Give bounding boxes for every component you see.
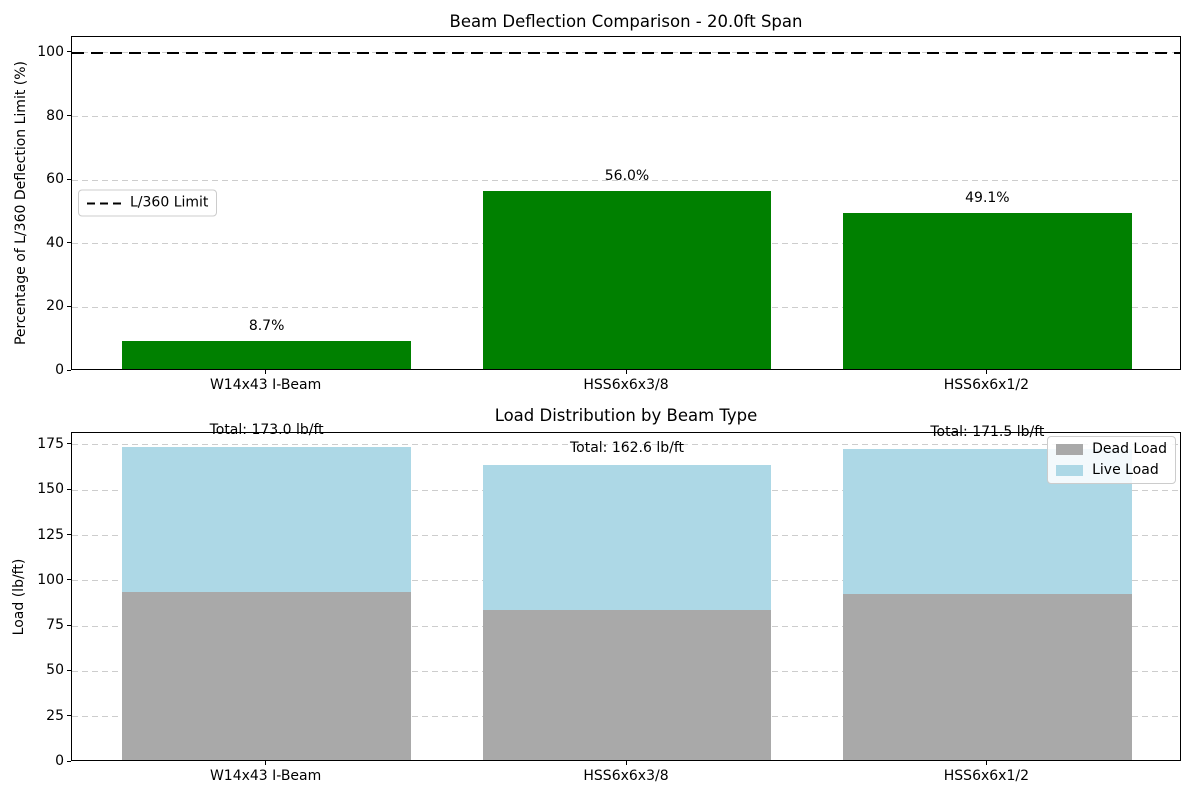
x-tick-mark (625, 370, 627, 374)
y-gridline (72, 179, 1180, 181)
legend: Dead Load Live Load (1047, 436, 1176, 484)
y-axis-label: Load (lb/ft) (11, 558, 27, 635)
legend-entry: Dead Load (1056, 441, 1167, 458)
deflection-bar (843, 212, 1132, 369)
y-tick-label: 80 (46, 107, 64, 124)
y-tick-mark (67, 242, 71, 244)
y-tick-label: 175 (37, 435, 64, 452)
deflection-bar (482, 190, 772, 369)
y-tick-mark (67, 305, 71, 307)
dashed-line-swatch (87, 202, 121, 204)
y-tick-label: 75 (46, 617, 64, 634)
y-tick-mark (67, 579, 71, 581)
y-tick-mark (67, 534, 71, 536)
x-category-label: W14x43 I-Beam (209, 768, 322, 784)
x-category-label: W14x43 I-Beam (209, 377, 322, 393)
plot-area: 8.7% 56.0% 49.1% (71, 36, 1181, 370)
bar-value-label: 8.7% (248, 318, 285, 335)
bar-value-label: Total: 173.0 lb/ft (209, 421, 324, 438)
dead-load-bar-segment (843, 594, 1132, 760)
y-axis-label: Percentage of L/360 Deflection Limit (%) (13, 60, 29, 346)
chart-title: Beam Deflection Comparison - 20.0ft Span (449, 12, 803, 31)
y-gridline (72, 444, 1180, 446)
y-tick-label: 50 (46, 662, 64, 679)
y-tick-mark (67, 369, 71, 371)
y-tick-label: 125 (37, 526, 64, 543)
y-tick-label: 25 (46, 707, 64, 724)
limit-line (72, 51, 1180, 54)
bar-value-label: 49.1% (965, 189, 1010, 206)
y-gridline (72, 116, 1180, 118)
x-category-label: HSS6x6x3/8 (583, 377, 669, 393)
live-load-bar-segment (482, 465, 772, 611)
deflection-comparison-chart: Beam Deflection Comparison - 20.0ft Span… (13, 12, 1181, 393)
y-tick-label: 40 (46, 234, 64, 251)
x-tick-mark (985, 370, 987, 374)
dead-load-bar-segment (482, 610, 772, 760)
x-category-label: HSS6x6x3/8 (583, 768, 669, 784)
load-distribution-chart: Load Distribution by Beam Type Load (lb/f… (11, 406, 1181, 784)
color-swatch (1056, 465, 1084, 476)
y-tick-mark (67, 488, 71, 490)
y-tick-mark (67, 443, 71, 445)
y-tick-mark (67, 624, 71, 626)
deflection-bar (122, 341, 411, 369)
x-tick-mark (625, 761, 627, 765)
y-tick-label: 0 (55, 753, 64, 769)
bar-value-label: Total: 171.5 lb/ft (930, 424, 1045, 441)
dead-load-bar-segment (122, 591, 411, 760)
legend-label: Live Load (1092, 462, 1159, 478)
plot-area: Total: 173.0 lb/ft Total: 162.6 lb/ft Tota… (71, 422, 1181, 761)
y-tick-label: 60 (46, 171, 64, 188)
y-tick-mark (67, 51, 71, 53)
color-swatch (1056, 444, 1084, 455)
x-tick-mark (985, 761, 987, 765)
y-tick-mark (67, 760, 71, 762)
legend-entry: L/360 Limit (87, 195, 208, 212)
y-tick-mark (67, 669, 71, 671)
y-tick-label: 100 (37, 43, 64, 60)
x-tick-mark (265, 761, 267, 765)
legend-label: Dead Load (1092, 441, 1167, 457)
y-tick-label: 150 (37, 481, 64, 498)
legend-entry: Live Load (1056, 462, 1167, 479)
y-tick-mark (67, 178, 71, 180)
live-load-bar-segment (122, 446, 411, 592)
y-tick-label: 100 (37, 571, 64, 588)
y-tick-mark (67, 115, 71, 117)
legend-label: L/360 Limit (130, 194, 209, 211)
x-tick-mark (265, 370, 267, 374)
bar-value-label: Total: 162.6 lb/ft (569, 440, 685, 457)
y-tick-label: 0 (55, 362, 64, 378)
x-category-label: HSS6x6x1/2 (943, 768, 1029, 784)
chart-title: Load Distribution by Beam Type (494, 406, 758, 425)
x-category-label: HSS6x6x1/2 (943, 377, 1029, 393)
y-tick-label: 20 (46, 298, 64, 315)
y-tick-mark (67, 715, 71, 717)
bar-value-label: 56.0% (604, 167, 650, 184)
legend: L/360 Limit (78, 189, 218, 217)
